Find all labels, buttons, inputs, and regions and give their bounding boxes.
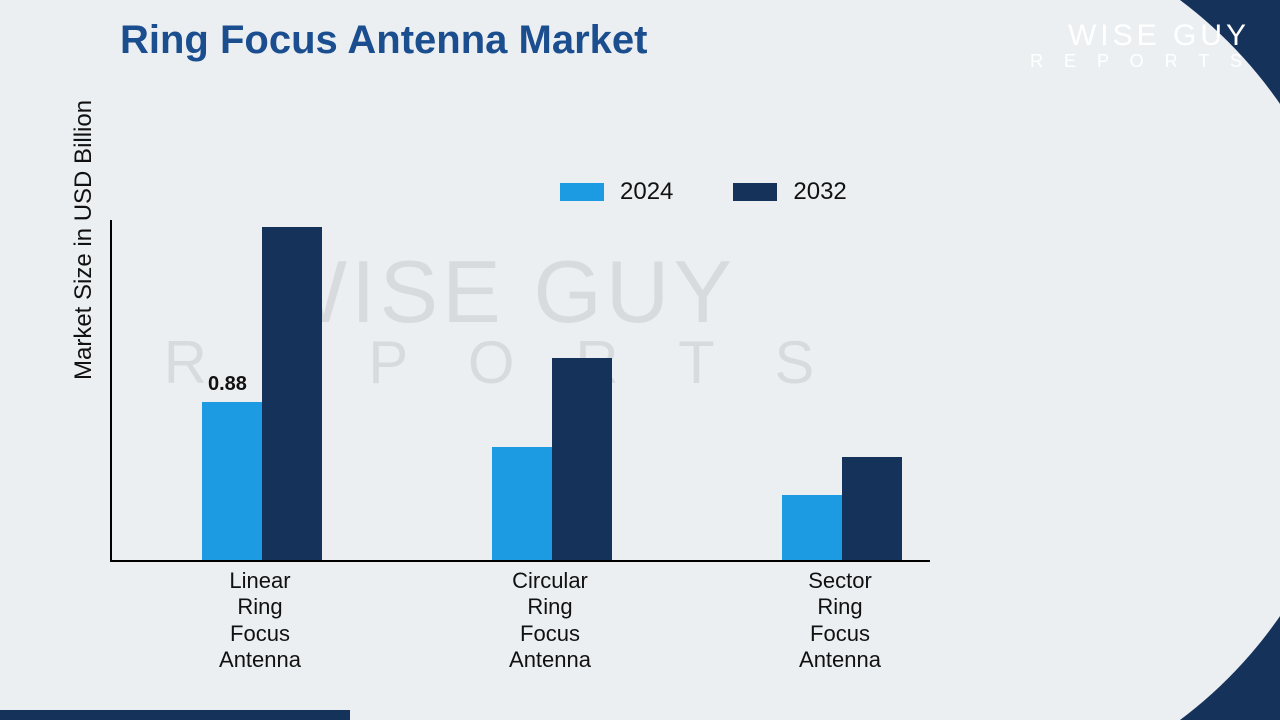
brand-line2: R E P O R T S xyxy=(1030,52,1250,71)
bar xyxy=(552,358,612,560)
legend: 2024 2032 xyxy=(560,178,847,206)
x-axis-labels: LinearRingFocusAntenna CircularRingFocusA… xyxy=(110,568,930,698)
bar-group: 0.88 xyxy=(202,227,322,560)
x-category-label: LinearRingFocusAntenna xyxy=(190,568,330,674)
chart-canvas: Ring Focus Antenna Market WISE GUY R E P… xyxy=(0,0,1280,720)
bar-value-label: 0.88 xyxy=(208,373,247,396)
bar-group xyxy=(782,457,902,560)
x-category-label: CircularRingFocusAntenna xyxy=(480,568,620,674)
plot-area: 0.88 xyxy=(110,220,930,562)
legend-swatch xyxy=(560,183,604,201)
bar xyxy=(782,495,842,560)
chart-title: Ring Focus Antenna Market xyxy=(120,18,647,63)
brand-line1: WISE GUY xyxy=(1030,20,1250,52)
legend-item: 2032 xyxy=(733,178,846,206)
legend-label: 2024 xyxy=(620,178,673,206)
x-category-label: SectorRingFocusAntenna xyxy=(770,568,910,674)
bar xyxy=(202,402,262,560)
bar xyxy=(842,457,902,560)
legend-label: 2032 xyxy=(793,178,846,206)
legend-item: 2024 xyxy=(560,178,673,206)
legend-swatch xyxy=(733,183,777,201)
y-axis-label: Market Size in USD Billion xyxy=(70,100,98,380)
brand-logo: WISE GUY R E P O R T S xyxy=(1030,20,1250,70)
bar-group xyxy=(492,358,612,560)
bar xyxy=(262,227,322,560)
decorative-strip xyxy=(0,710,350,720)
bar xyxy=(492,447,552,560)
